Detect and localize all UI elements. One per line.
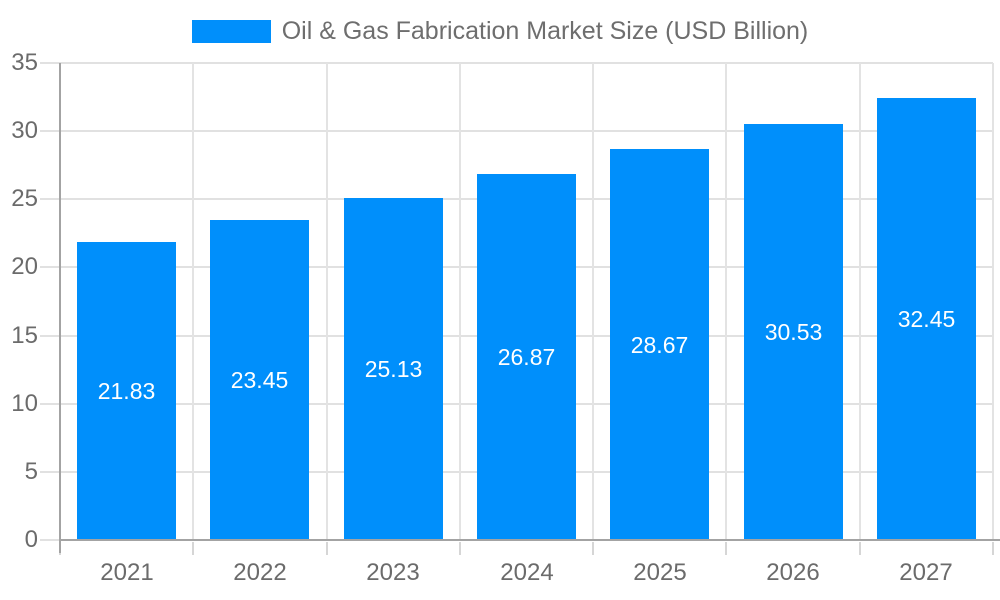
- y-tick-label: 0: [24, 526, 38, 553]
- v-gridline: [992, 63, 994, 540]
- x-tick-label: 2022: [233, 559, 287, 586]
- y-axis-tick: [40, 62, 60, 64]
- chart-legend[interactable]: Oil & Gas Fabrication Market Size (USD B…: [0, 17, 1000, 46]
- y-axis-line: [59, 63, 61, 553]
- y-axis-tick: [40, 403, 60, 405]
- bar[interactable]: [477, 174, 576, 540]
- y-axis-tick: [40, 471, 60, 473]
- x-axis-tick: [992, 542, 994, 555]
- v-gridline: [592, 63, 594, 540]
- v-gridline: [859, 63, 861, 540]
- x-tick-label: 2026: [766, 559, 820, 586]
- x-tick-label: 2021: [100, 559, 154, 586]
- bar-value-label: 28.67: [630, 332, 689, 358]
- bar-value-label: 25.13: [364, 356, 423, 382]
- y-axis-tick: [40, 335, 60, 337]
- bar-value-label: 21.83: [97, 378, 156, 404]
- x-axis-tick: [859, 542, 861, 555]
- y-axis-tick: [40, 539, 60, 541]
- y-tick-label: 15: [11, 322, 38, 349]
- bar[interactable]: [610, 149, 709, 540]
- y-axis-tick: [40, 266, 60, 268]
- legend-swatch: [191, 20, 271, 43]
- h-gridline: [60, 130, 993, 132]
- x-axis-tick: [459, 542, 461, 555]
- y-tick-label: 25: [11, 185, 38, 212]
- v-gridline: [725, 63, 727, 540]
- y-tick-label: 30: [11, 117, 38, 144]
- plot-area: 21.83 23.45 25.13 26.87 28.67 30.53 32.45: [40, 62, 994, 555]
- bar[interactable]: [744, 124, 843, 540]
- x-axis-tick: [326, 542, 328, 555]
- y-tick-label: 20: [11, 253, 38, 280]
- v-gridline: [459, 63, 461, 540]
- y-tick-label: 35: [11, 49, 38, 76]
- legend-label: Oil & Gas Fabrication Market Size (USD B…: [281, 17, 809, 45]
- bar-value-label: 23.45: [230, 367, 289, 393]
- h-gridline: [60, 62, 993, 64]
- x-tick-label: 2027: [899, 559, 953, 586]
- v-gridline: [192, 63, 194, 540]
- x-tick-label: 2025: [633, 559, 687, 586]
- y-tick-label: 5: [24, 458, 38, 485]
- x-axis-tick: [592, 542, 594, 555]
- x-axis-line: [60, 539, 1000, 541]
- y-axis-tick: [40, 198, 60, 200]
- y-tick-label: 10: [11, 390, 38, 417]
- bar[interactable]: [210, 220, 309, 540]
- bar-value-label: 26.87: [497, 344, 556, 370]
- v-gridline: [326, 63, 328, 540]
- x-axis-tick: [192, 542, 194, 555]
- x-tick-label: 2023: [366, 559, 420, 586]
- bar[interactable]: [877, 98, 976, 540]
- x-tick-label: 2024: [500, 559, 554, 586]
- bar[interactable]: [344, 198, 443, 540]
- bar-value-label: 30.53: [764, 319, 823, 345]
- bar-value-label: 32.45: [897, 306, 956, 332]
- y-axis-tick: [40, 130, 60, 132]
- x-axis-tick: [725, 542, 727, 555]
- bar[interactable]: [77, 242, 176, 540]
